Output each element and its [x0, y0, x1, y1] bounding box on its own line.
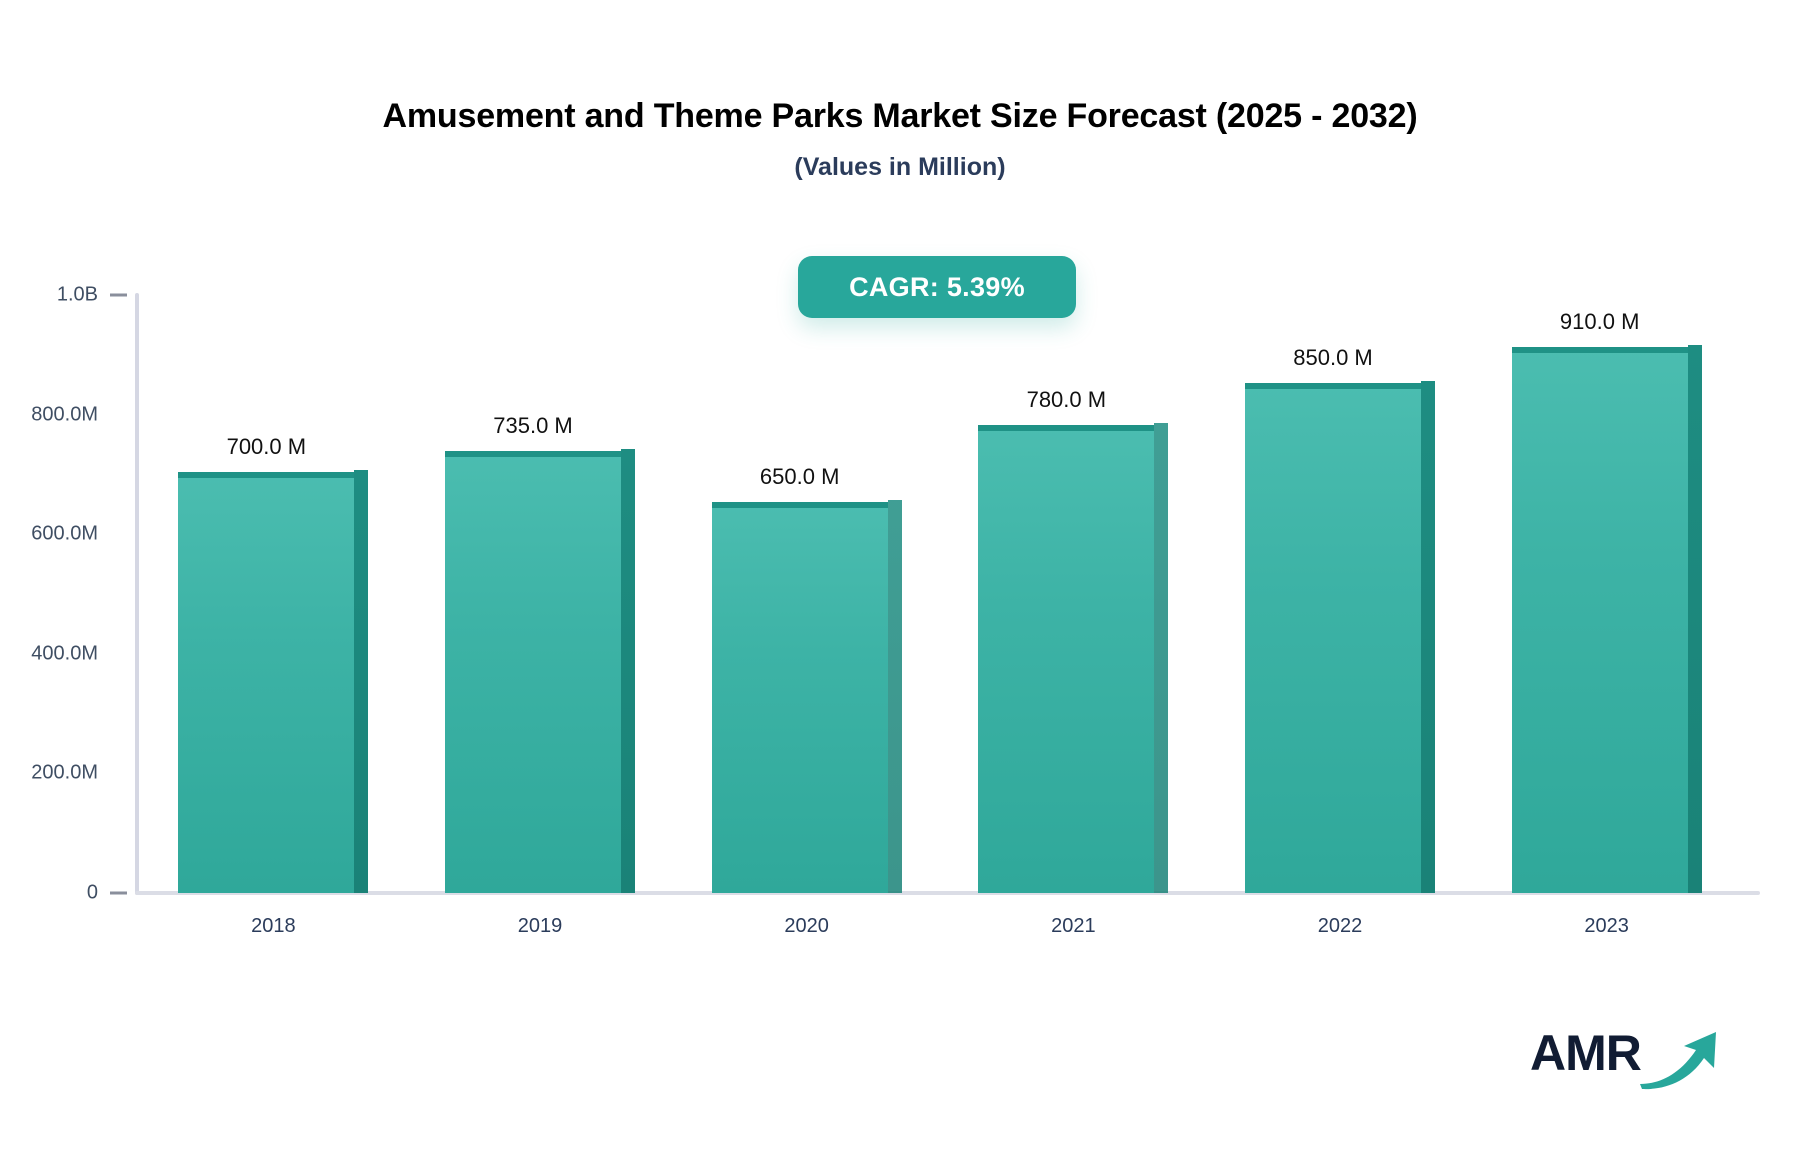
- x-axis-line: [135, 891, 1760, 895]
- x-axis-label-2023: 2023: [1584, 915, 1629, 937]
- x-axis-label-2018: 2018: [251, 915, 296, 937]
- bar-2022[interactable]: [1245, 380, 1435, 893]
- bar-front-face: [445, 453, 621, 893]
- chart-header: Amusement and Theme Parks Market Size Fo…: [0, 96, 1800, 182]
- x-axis-label-2022: 2022: [1317, 915, 1363, 937]
- bar-2019[interactable]: [445, 449, 635, 893]
- bar-front-face: [978, 426, 1155, 893]
- bar-2021[interactable]: [978, 422, 1169, 893]
- y-axis-label: 1.0B: [56, 283, 98, 306]
- x-axis-label-2019: 2019: [517, 915, 563, 937]
- bar-top-bevel: [1245, 382, 1421, 389]
- amr-logo: AMR: [1530, 1022, 1720, 1094]
- amr-logo-text: AMR: [1530, 1025, 1642, 1081]
- y-axis-label: 400.0M: [31, 642, 98, 665]
- bar-side-face: [1687, 344, 1702, 893]
- bar-front-face: [1245, 384, 1421, 893]
- bar-top-bevel: [178, 472, 355, 479]
- plot-area: [140, 295, 1740, 893]
- bar-value-label: 850.0 M: [1293, 344, 1373, 370]
- bar-front-face: [1511, 348, 1688, 893]
- bar-front-face: [178, 474, 355, 893]
- x-axis-label-2021: 2021: [1051, 915, 1096, 937]
- bar-front-face: [711, 504, 888, 893]
- y-axis-line: [135, 293, 139, 895]
- y-axis-tick-mark: [110, 891, 127, 895]
- y-axis-tick-mark: [110, 293, 127, 297]
- bar-value-label: 780.0 M: [1026, 386, 1107, 412]
- cagr-badge-label: CAGR: 5.39%: [849, 271, 1025, 302]
- x-axis-label-2020: 2020: [784, 915, 829, 937]
- y-axis-label: 800.0M: [31, 403, 98, 426]
- bar-side-face: [1421, 380, 1435, 893]
- bar-side-face: [621, 449, 635, 893]
- bar-value-label: 910.0 M: [1559, 308, 1640, 334]
- bar-side-face: [887, 500, 902, 893]
- bar-side-face: [1154, 422, 1169, 893]
- bar-value-label: 735.0 M: [493, 413, 573, 439]
- bar-2023[interactable]: [1511, 344, 1702, 893]
- bar-value-label: 650.0 M: [759, 464, 840, 490]
- bar-top-bevel: [1511, 346, 1688, 353]
- chart-subtitle: (Values in Million): [794, 152, 1006, 181]
- bar-top-bevel: [978, 424, 1155, 431]
- page-title: Amusement and Theme Parks Market Size Fo…: [382, 97, 1418, 135]
- bar-side-face: [354, 470, 369, 893]
- bar-value-label: 700.0 M: [226, 434, 307, 460]
- y-axis-label: 0: [86, 881, 98, 904]
- y-axis-label: 200.0M: [31, 761, 98, 784]
- bar-2018[interactable]: [178, 470, 369, 893]
- bar-top-bevel: [445, 451, 621, 458]
- bar-2020[interactable]: [711, 500, 902, 893]
- bar-top-bevel: [711, 502, 888, 509]
- cagr-badge: CAGR: 5.39%: [798, 256, 1076, 318]
- y-axis-label: 600.0M: [31, 522, 98, 545]
- up-right-arrow-icon: [1640, 1032, 1716, 1090]
